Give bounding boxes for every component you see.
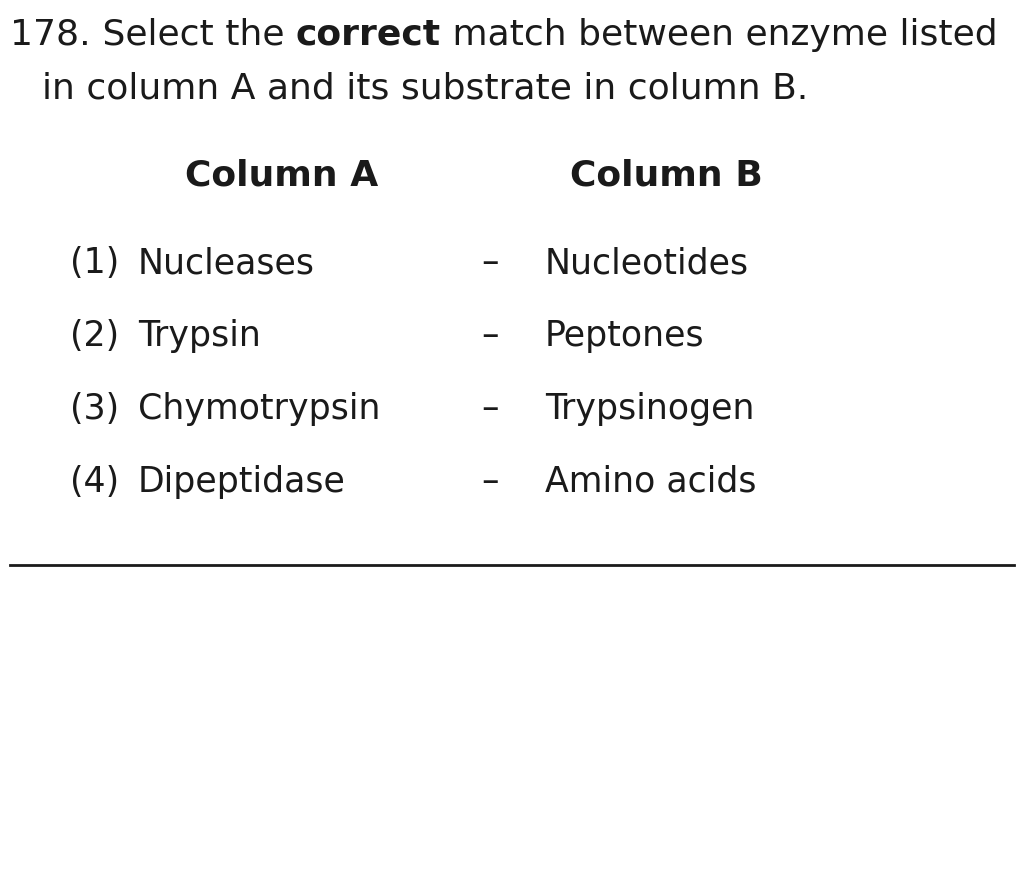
Text: –: – (481, 319, 499, 353)
Text: Trypsin: Trypsin (138, 319, 261, 353)
Text: 178.: 178. (10, 18, 91, 52)
Text: match between enzyme listed: match between enzyme listed (440, 18, 997, 52)
Text: (2): (2) (70, 319, 119, 353)
Text: correct: correct (296, 18, 440, 52)
Text: Peptones: Peptones (545, 319, 705, 353)
Text: Nucleases: Nucleases (138, 246, 315, 280)
Text: Dipeptidase: Dipeptidase (138, 465, 346, 499)
Text: –: – (481, 246, 499, 280)
Text: Trypsinogen: Trypsinogen (545, 392, 755, 426)
Text: (1): (1) (70, 246, 119, 280)
Text: (4): (4) (70, 465, 119, 499)
Text: Select the: Select the (91, 18, 296, 52)
Text: –: – (481, 392, 499, 426)
Text: Amino acids: Amino acids (545, 465, 757, 499)
Text: Nucleotides: Nucleotides (545, 246, 750, 280)
Text: in column A and its substrate in column B.: in column A and its substrate in column … (42, 72, 808, 106)
Text: Column B: Column B (570, 158, 763, 192)
Text: Column A: Column A (185, 158, 378, 192)
Text: Chymotrypsin: Chymotrypsin (138, 392, 381, 426)
Text: (3): (3) (70, 392, 119, 426)
Text: –: – (481, 465, 499, 499)
